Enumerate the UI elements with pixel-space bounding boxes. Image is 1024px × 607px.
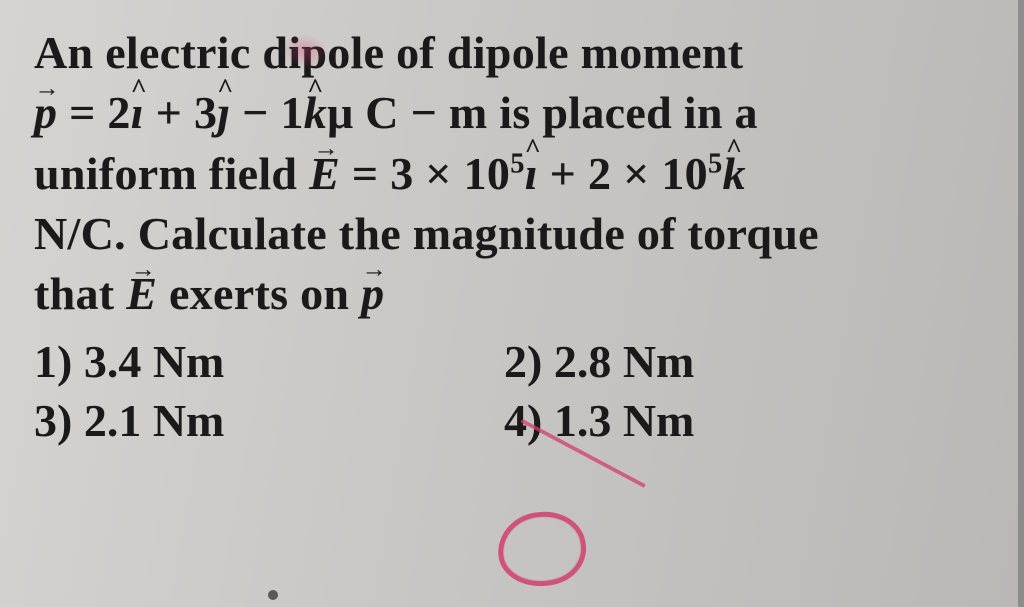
text: = 3 × 10 (340, 148, 510, 199)
hat-icon: ^ (217, 72, 230, 105)
option-1: 1) 3.4 Nm (34, 335, 504, 388)
pen-circle-icon (494, 508, 589, 591)
arrow-icon: → (126, 255, 159, 285)
unit-j: ^ȷ (217, 86, 230, 140)
option-2: 2) 2.8 Nm (504, 335, 1004, 388)
option-number: 2) (504, 336, 554, 387)
text: − 1 (230, 87, 303, 138)
option-number: 1) (34, 336, 84, 387)
question-line-5: that →E exerts on →p (34, 267, 1004, 321)
page-edge (1018, 0, 1024, 607)
option-3: 3) 2.1 Nm (34, 394, 504, 447)
unit-k: ^k (304, 86, 327, 140)
question-line-3: uniform field →E = 3 × 105^ı + 2 × 105^k (34, 147, 1004, 201)
option-4: 4) 1.3 Nm (504, 394, 1004, 447)
exponent: 5 (708, 148, 723, 179)
question-line-1: An electric dipole of dipole moment (34, 26, 1004, 80)
exponent: 5 (510, 148, 525, 179)
text: + 3 (144, 87, 217, 138)
arrow-icon: → (309, 134, 342, 164)
hat-icon: ^ (304, 72, 327, 105)
option-number: 3) (34, 395, 84, 446)
text: that (34, 268, 126, 319)
hat-icon: ^ (525, 132, 538, 165)
hat-icon: ^ (131, 72, 144, 105)
unit-i: ^ı (525, 147, 538, 201)
text: + 2 × 10 (538, 148, 708, 199)
vector-p: →p (34, 86, 57, 140)
unit-k: ^k (723, 147, 746, 201)
text: An electric (34, 27, 262, 78)
page-scan: An electric dipole of dipole moment →p =… (0, 0, 1024, 607)
hat-icon: ^ (723, 132, 746, 165)
text: = 2 (57, 87, 130, 138)
unit-i: ^ı (131, 86, 144, 140)
text: uniform field (34, 148, 309, 199)
option-value: 2.8 Nm (554, 336, 695, 387)
question-line-2: →p = 2^ı + 3^ȷ − 1^kμ C − m is placed in… (34, 86, 1004, 140)
vector-p: →p (361, 267, 384, 321)
vector-E: →E (309, 147, 340, 201)
text: exerts on (157, 268, 361, 319)
arrow-icon: → (34, 74, 59, 104)
vector-E: →E (126, 267, 157, 321)
text: μ C − m is placed in a (327, 87, 758, 138)
text: of dipole moment (384, 27, 743, 78)
option-value: 3.4 Nm (84, 336, 225, 387)
arrow-icon: → (361, 255, 386, 285)
option-value: 1.3 Nm (554, 395, 695, 446)
question-line-4: N/C. Calculate the magnitude of torque (34, 207, 1004, 261)
option-value: 2.1 Nm (84, 395, 225, 446)
ink-dot-icon (268, 590, 278, 600)
